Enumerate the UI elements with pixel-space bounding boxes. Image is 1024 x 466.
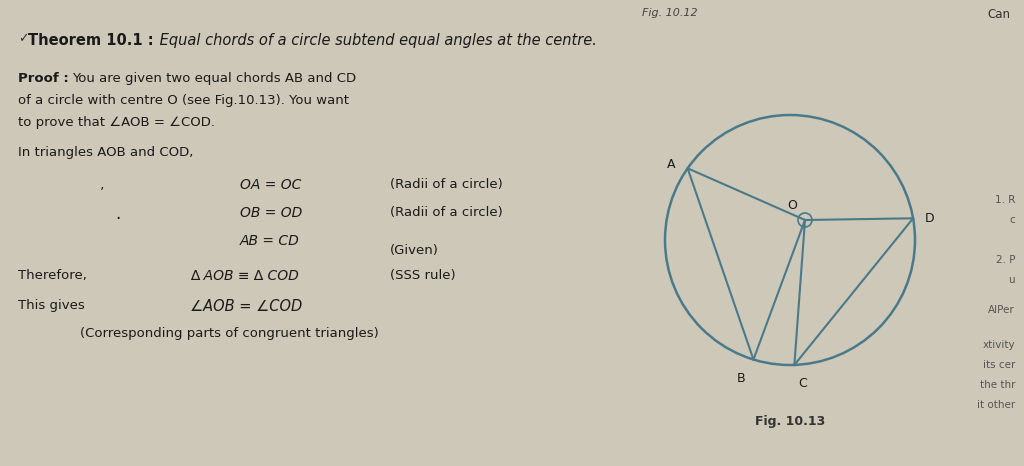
Text: it other: it other [977,400,1015,410]
Text: Equal chords of a circle subtend equal angles at the centre.: Equal chords of a circle subtend equal a… [155,33,597,48]
Text: its cer: its cer [983,360,1015,370]
Text: ∆ AOB ≡ ∆ COD: ∆ AOB ≡ ∆ COD [190,269,299,283]
Text: 1. R: 1. R [994,195,1015,205]
Text: the thr: the thr [980,380,1015,390]
Text: Theorem 10.1 :: Theorem 10.1 : [28,33,154,48]
Text: C: C [799,377,807,390]
Text: A: A [667,158,676,171]
Text: O: O [787,199,797,212]
Text: Proof :: Proof : [18,72,69,85]
Text: OB = OD: OB = OD [240,206,302,220]
Text: ∠AOB = ∠COD: ∠AOB = ∠COD [190,299,302,314]
Text: (SSS rule): (SSS rule) [390,269,456,282]
Text: Fig. 10.13: Fig. 10.13 [755,415,825,428]
Text: ✓: ✓ [18,32,29,45]
Text: AIPer: AIPer [988,305,1015,315]
Text: 2. P: 2. P [995,255,1015,265]
Text: c: c [1010,215,1015,225]
Text: You are given two equal chords AB and CD: You are given two equal chords AB and CD [72,72,356,85]
Text: u: u [1009,275,1015,285]
Text: Can: Can [987,8,1010,21]
Text: to prove that ∠AOB = ∠COD.: to prove that ∠AOB = ∠COD. [18,116,215,129]
Text: Therefore,: Therefore, [18,269,87,282]
Text: (Given): (Given) [390,244,439,257]
Text: OA = OC: OA = OC [240,178,301,192]
Text: ·: · [115,210,120,228]
Text: (Radii of a circle): (Radii of a circle) [390,178,503,191]
Text: D: D [925,212,935,225]
Text: (Corresponding parts of congruent triangles): (Corresponding parts of congruent triang… [80,327,379,340]
Text: xtivity: xtivity [982,340,1015,350]
Text: ’: ’ [100,186,104,200]
Text: (Radii of a circle): (Radii of a circle) [390,206,503,219]
Text: of a circle with centre O (see Fig.10.13). You want: of a circle with centre O (see Fig.10.13… [18,94,349,107]
Text: In triangles AOB and COD,: In triangles AOB and COD, [18,146,194,159]
Text: B: B [737,371,745,384]
Text: This gives: This gives [18,299,85,312]
Text: Fig. 10.12: Fig. 10.12 [642,8,697,18]
Text: AB = CD: AB = CD [240,234,300,248]
